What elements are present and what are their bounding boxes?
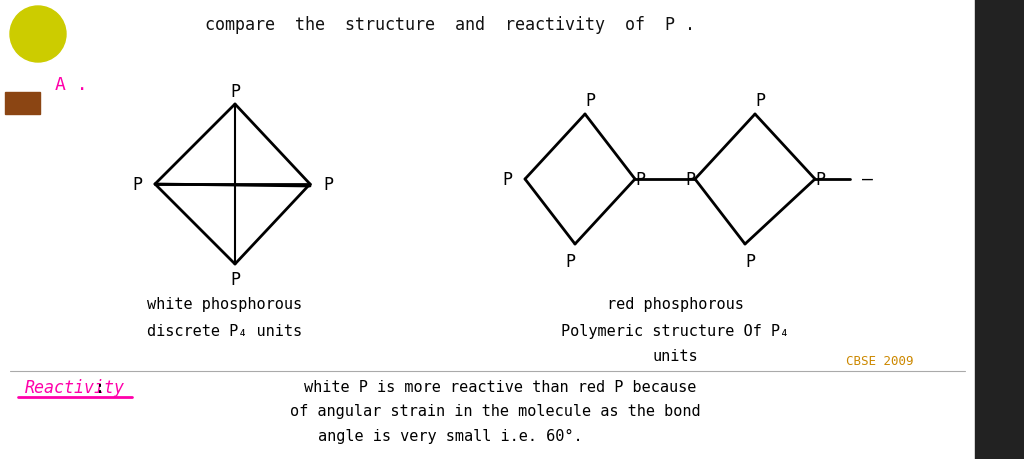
Text: P: P (755, 92, 765, 110)
Text: P: P (745, 252, 755, 270)
Text: discrete P₄ units: discrete P₄ units (147, 324, 302, 339)
Text: :: : (85, 378, 105, 396)
Text: –: – (861, 171, 872, 189)
Text: P: P (230, 270, 240, 288)
Text: CBSE 2009: CBSE 2009 (846, 355, 913, 368)
Text: P: P (230, 83, 240, 101)
Text: 49:45: 49:45 (22, 30, 55, 40)
Text: units: units (652, 349, 697, 364)
Text: P: P (132, 176, 142, 194)
Text: P: P (585, 92, 595, 110)
Bar (5, 93, 40, 115)
Text: A .: A . (55, 76, 88, 94)
Text: Reactivity: Reactivity (25, 378, 125, 396)
Text: P: P (565, 252, 575, 270)
Text: P: P (323, 176, 333, 194)
Text: P: P (815, 171, 825, 189)
Text: Polymeric structure Of P₄: Polymeric structure Of P₄ (561, 324, 790, 339)
Text: white P is more reactive than red P because: white P is more reactive than red P beca… (304, 380, 696, 395)
Circle shape (10, 7, 66, 63)
Text: P: P (635, 171, 645, 189)
Text: compare  the  structure  and  reactivity  of  P .: compare the structure and reactivity of … (205, 16, 695, 34)
Bar (975, 0, 1024, 459)
Text: P: P (685, 171, 695, 189)
Text: P: P (502, 171, 512, 189)
Text: red phosphorous: red phosphorous (606, 297, 743, 312)
Text: angle is very small i.e. 60°.: angle is very small i.e. 60°. (317, 428, 583, 442)
Text: of angular strain in the molecule as the bond: of angular strain in the molecule as the… (290, 403, 700, 419)
Text: white phosphorous: white phosphorous (147, 297, 302, 312)
